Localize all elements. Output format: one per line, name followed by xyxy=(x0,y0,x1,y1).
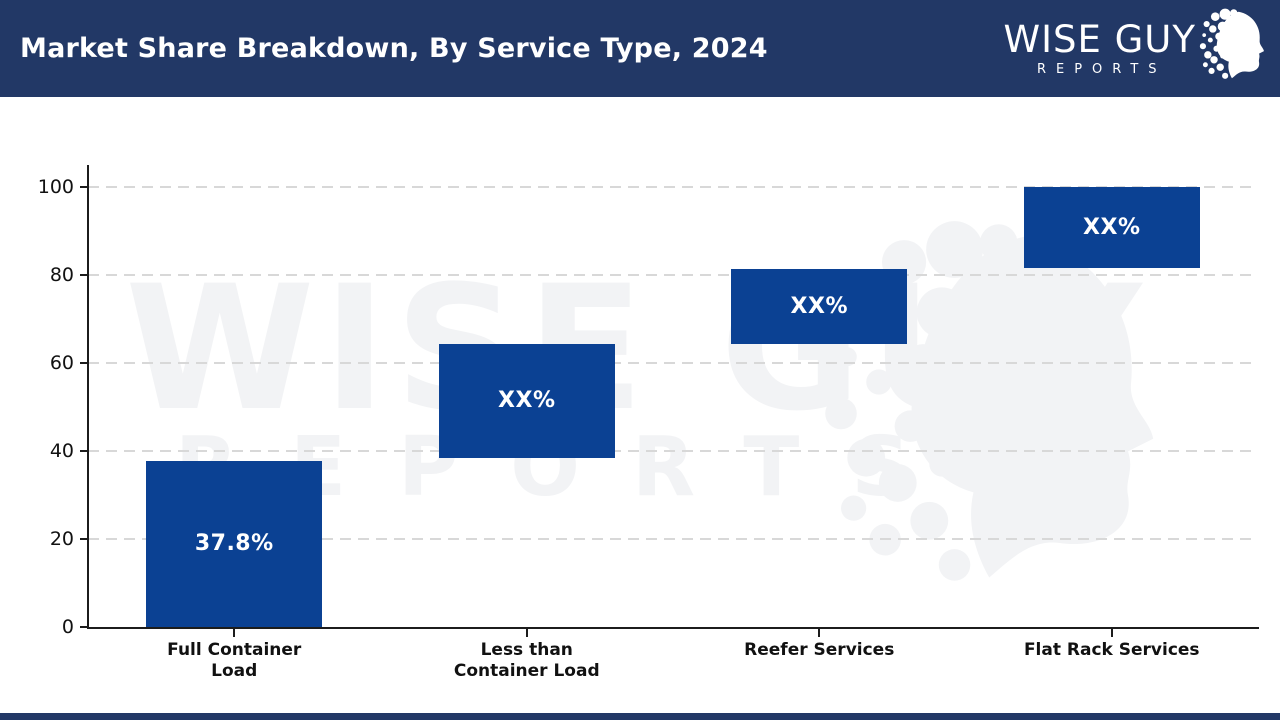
y-axis-tick-label: 0 xyxy=(61,616,74,638)
x-tick-mark xyxy=(818,629,821,637)
gridline xyxy=(88,450,1258,452)
x-tick-mark xyxy=(1110,629,1113,637)
x-axis-category-label: Flat Rack Services xyxy=(1023,640,1200,660)
y-axis-tick-label: 80 xyxy=(49,264,74,286)
brand-logo: WISE GUY REPORTS xyxy=(1004,8,1280,90)
x-tick-mark xyxy=(233,629,236,637)
y-axis-tick-label: 40 xyxy=(49,440,74,462)
x-axis-category-label: Full Container Load xyxy=(167,640,302,681)
y-axis-tick-label: 60 xyxy=(49,352,74,374)
y-tick-mark xyxy=(80,626,88,628)
x-axis-category-label: Reefer Services xyxy=(744,640,895,660)
bar-value-label: 37.8% xyxy=(194,531,274,557)
x-axis-category-label: Less than Container Load xyxy=(453,640,600,681)
brand-subtitle: REPORTS xyxy=(1036,61,1167,77)
footer-bar xyxy=(0,713,1280,720)
y-tick-mark xyxy=(80,274,88,276)
gridline xyxy=(88,186,1258,188)
gridline xyxy=(88,538,1258,540)
y-axis-line xyxy=(87,165,89,629)
x-tick-mark xyxy=(525,629,528,637)
bar-reefer-services: XX% xyxy=(731,268,908,345)
bar-flat-rack-services: XX% xyxy=(1023,187,1200,269)
y-tick-mark xyxy=(80,538,88,540)
x-axis-line xyxy=(87,627,1259,629)
chart-title: Market Share Breakdown, By Service Type,… xyxy=(20,33,768,64)
wise-guy-head-icon xyxy=(1198,8,1272,90)
bar-value-label: XX% xyxy=(1083,215,1141,241)
bar-value-label: XX% xyxy=(498,388,556,414)
y-axis-tick-label: 100 xyxy=(37,176,74,198)
y-tick-mark xyxy=(80,186,88,188)
gridline xyxy=(88,362,1258,364)
y-tick-mark xyxy=(80,362,88,364)
bar-full-container-load: 37.8% xyxy=(146,460,323,627)
gridline xyxy=(88,274,1258,276)
y-tick-mark xyxy=(80,450,88,452)
plot-area: 0 20 40 60 80 100 37.8% Full Container Load XX% Le… xyxy=(0,97,1280,714)
bar-value-label: XX% xyxy=(790,293,848,319)
y-axis-tick-label: 20 xyxy=(49,528,74,550)
brand-logo-text: WISE GUY REPORTS xyxy=(1004,21,1196,77)
header-bar: Market Share Breakdown, By Service Type,… xyxy=(0,0,1280,97)
brand-name: WISE GUY xyxy=(1003,17,1196,61)
bar-less-than-container-load: XX% xyxy=(438,344,615,458)
